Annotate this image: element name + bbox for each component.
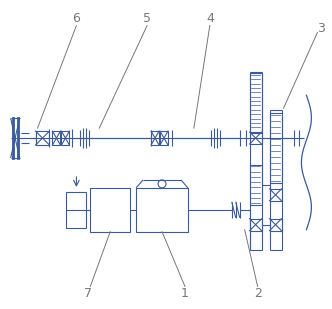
Text: 7: 7 <box>84 287 92 300</box>
Bar <box>250 219 262 231</box>
Text: 6: 6 <box>72 12 80 25</box>
Bar <box>61 131 69 145</box>
Bar <box>250 73 262 133</box>
Bar <box>250 165 262 205</box>
Bar <box>90 188 130 232</box>
Text: 5: 5 <box>143 12 151 25</box>
Bar <box>36 131 49 145</box>
Text: 1: 1 <box>181 287 189 300</box>
Bar <box>66 192 86 228</box>
Bar <box>52 131 60 145</box>
Bar <box>270 113 282 183</box>
Bar <box>250 132 262 144</box>
Bar <box>136 188 188 232</box>
Text: 4: 4 <box>206 12 214 25</box>
Bar <box>160 131 168 145</box>
Bar <box>151 131 159 145</box>
Bar <box>270 189 282 201</box>
Bar <box>270 219 282 231</box>
Text: 2: 2 <box>254 287 262 300</box>
Text: 3: 3 <box>317 22 325 35</box>
